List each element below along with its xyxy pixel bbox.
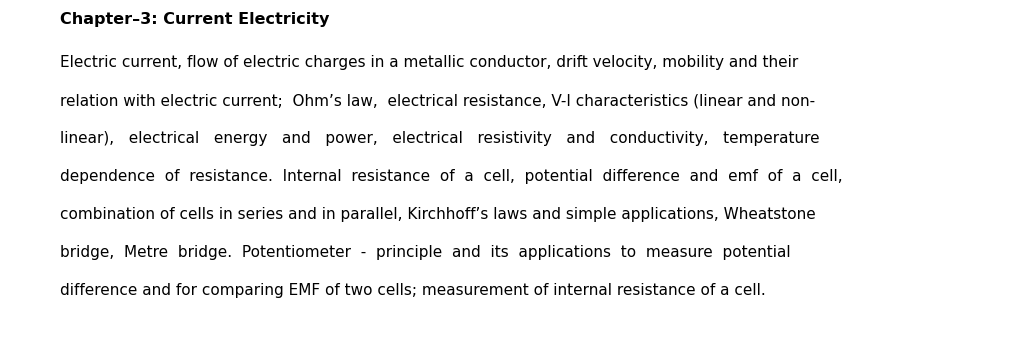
Text: difference and for comparing EMF of two cells; measurement of internal resistanc: difference and for comparing EMF of two … — [60, 283, 766, 298]
Text: Electric current, flow of electric charges in a metallic conductor, drift veloci: Electric current, flow of electric charg… — [60, 55, 799, 70]
Text: bridge,  Metre  bridge.  Potentiometer  -  principle  and  its  applications  to: bridge, Metre bridge. Potentiometer - pr… — [60, 245, 791, 260]
Text: relation with electric current;  Ohm’s law,  electrical resistance, V-I characte: relation with electric current; Ohm’s la… — [60, 93, 815, 108]
Text: Chapter–3: Current Electricity: Chapter–3: Current Electricity — [60, 12, 330, 27]
Text: dependence  of  resistance.  Internal  resistance  of  a  cell,  potential  diff: dependence of resistance. Internal resis… — [60, 169, 843, 184]
Text: linear),   electrical   energy   and   power,   electrical   resistivity   and  : linear), electrical energy and power, el… — [60, 131, 819, 146]
Text: combination of cells in series and in parallel, Kirchhoff’s laws and simple appl: combination of cells in series and in pa… — [60, 207, 816, 222]
